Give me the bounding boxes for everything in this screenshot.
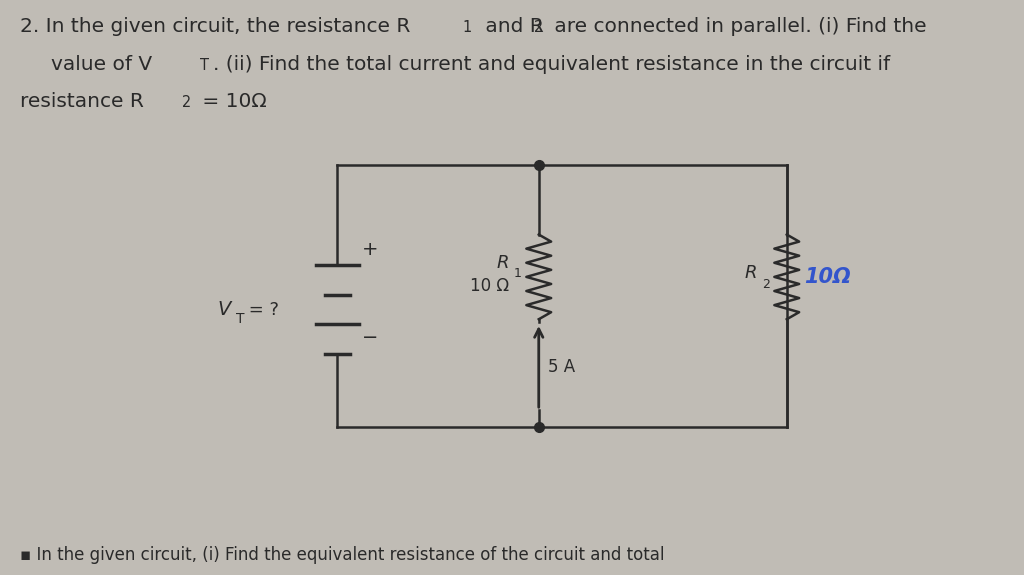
Text: 1: 1 — [463, 20, 472, 35]
Text: −: − — [362, 328, 379, 347]
Text: T: T — [237, 312, 245, 326]
Text: T: T — [200, 58, 209, 73]
Text: 5 A: 5 A — [548, 358, 575, 375]
Text: 10Ω: 10Ω — [804, 267, 851, 287]
Text: = ?: = ? — [243, 301, 279, 319]
Text: 2: 2 — [762, 278, 770, 291]
Text: 2: 2 — [182, 95, 191, 110]
Text: 1: 1 — [514, 267, 521, 281]
Text: V: V — [217, 300, 230, 319]
Text: ▪ In the given circuit, (i) Find the equivalent resistance of the circuit and to: ▪ In the given circuit, (i) Find the equ… — [20, 546, 665, 564]
Text: are connected in parallel. (i) Find the: are connected in parallel. (i) Find the — [548, 17, 927, 36]
Text: +: + — [362, 240, 379, 259]
Text: 10 Ω: 10 Ω — [470, 277, 509, 295]
Text: resistance R: resistance R — [20, 92, 144, 111]
Text: R: R — [497, 254, 509, 272]
Text: and R: and R — [479, 17, 544, 36]
Text: 2: 2 — [534, 20, 543, 35]
Text: . (ii) Find the total current and equivalent resistance in the circuit if: . (ii) Find the total current and equiva… — [213, 55, 890, 74]
Text: value of V: value of V — [51, 55, 153, 74]
Text: 2. In the given circuit, the resistance R: 2. In the given circuit, the resistance … — [20, 17, 411, 36]
Text: R: R — [744, 264, 758, 282]
Text: = 10Ω: = 10Ω — [196, 92, 266, 111]
